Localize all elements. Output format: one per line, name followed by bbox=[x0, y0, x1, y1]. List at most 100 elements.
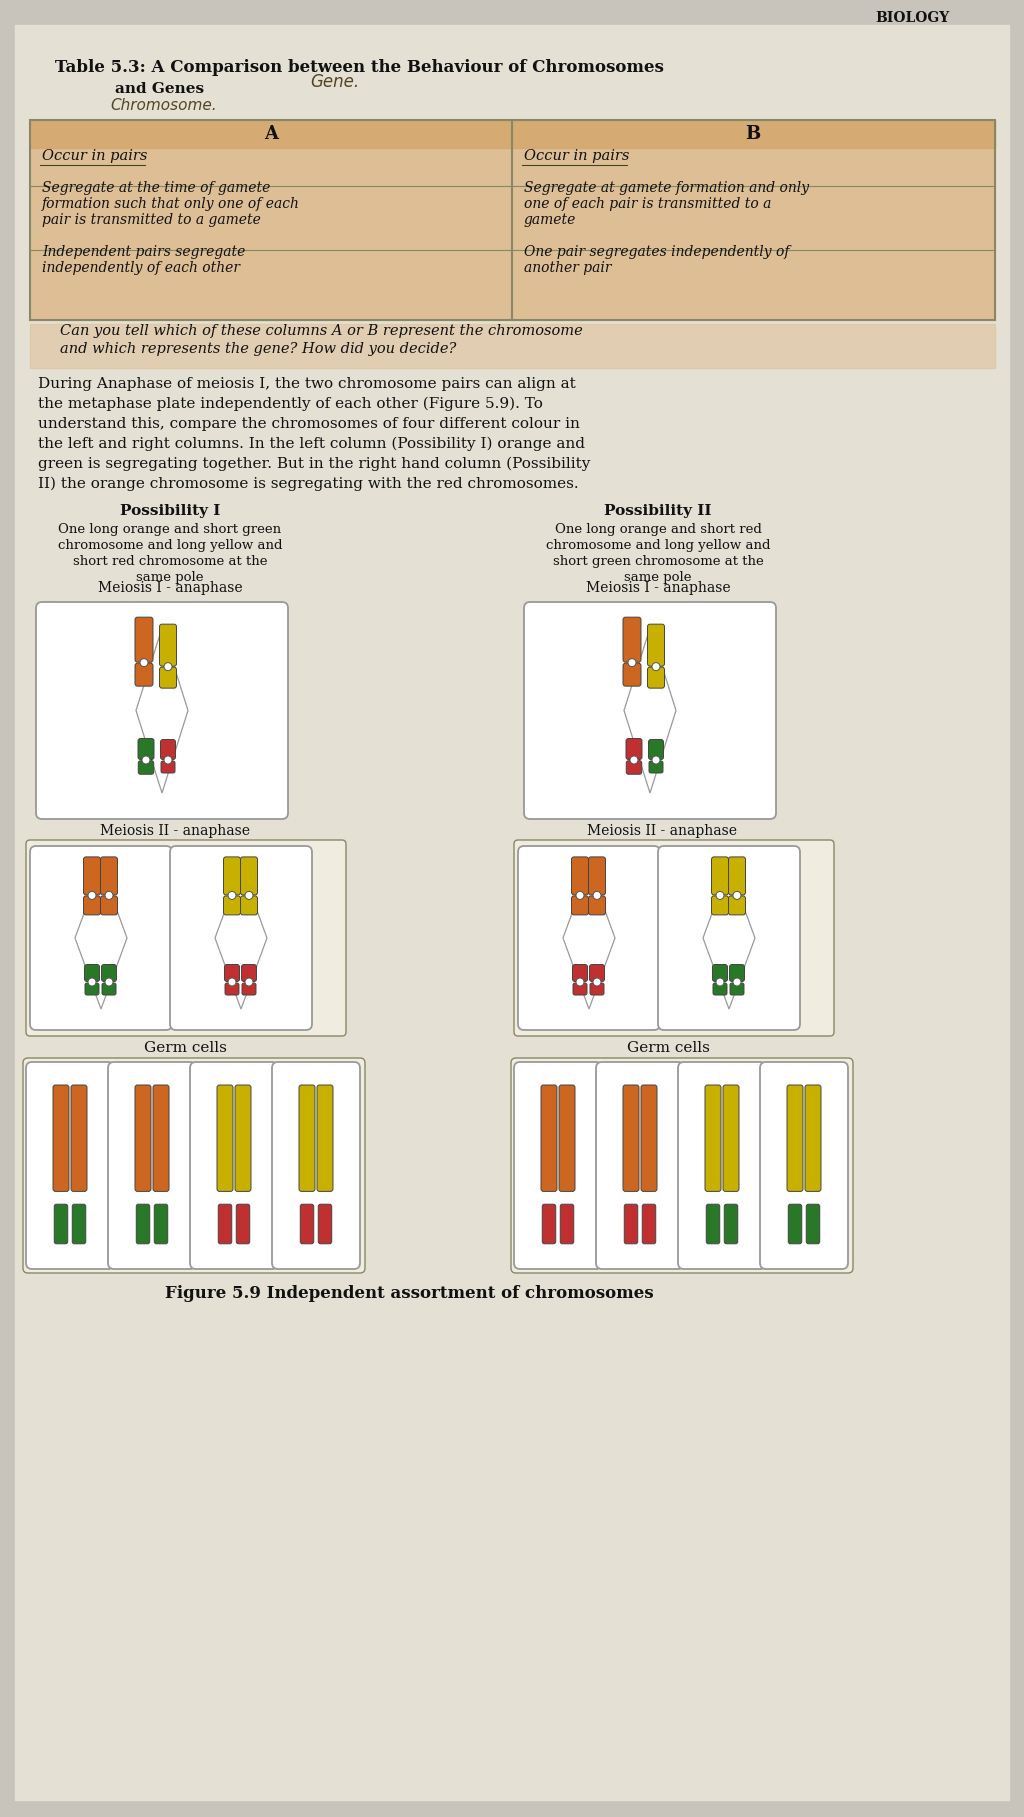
FancyBboxPatch shape bbox=[135, 618, 153, 661]
Circle shape bbox=[575, 978, 584, 987]
FancyBboxPatch shape bbox=[224, 965, 240, 981]
FancyBboxPatch shape bbox=[623, 1085, 639, 1192]
FancyBboxPatch shape bbox=[223, 858, 241, 896]
Circle shape bbox=[716, 892, 724, 899]
FancyBboxPatch shape bbox=[787, 1085, 803, 1192]
FancyBboxPatch shape bbox=[596, 1061, 684, 1268]
FancyBboxPatch shape bbox=[713, 965, 727, 981]
Bar bbox=[30, 323, 995, 369]
FancyBboxPatch shape bbox=[712, 896, 728, 916]
Text: another pair: another pair bbox=[524, 262, 611, 274]
Text: One pair segregates independently of: One pair segregates independently of bbox=[524, 245, 790, 260]
FancyBboxPatch shape bbox=[623, 663, 641, 687]
Circle shape bbox=[142, 756, 150, 763]
FancyBboxPatch shape bbox=[161, 740, 175, 760]
FancyBboxPatch shape bbox=[242, 983, 256, 996]
Text: chromosome and long yellow and: chromosome and long yellow and bbox=[57, 540, 283, 552]
Text: and Genes: and Genes bbox=[115, 82, 204, 96]
FancyBboxPatch shape bbox=[571, 896, 589, 916]
Text: During Anaphase of meiosis I, the two chromosome pairs can align at: During Anaphase of meiosis I, the two ch… bbox=[38, 376, 575, 391]
FancyBboxPatch shape bbox=[299, 1085, 315, 1192]
Circle shape bbox=[652, 663, 660, 670]
FancyBboxPatch shape bbox=[26, 839, 346, 1036]
Text: Meiosis I - anaphase: Meiosis I - anaphase bbox=[97, 581, 243, 594]
Text: Segregate at the time of gamete: Segregate at the time of gamete bbox=[42, 182, 270, 194]
FancyBboxPatch shape bbox=[318, 1205, 332, 1245]
FancyBboxPatch shape bbox=[73, 1205, 86, 1245]
Circle shape bbox=[716, 978, 724, 987]
FancyBboxPatch shape bbox=[23, 1057, 365, 1274]
Text: A: A bbox=[264, 125, 278, 144]
Text: independently of each other: independently of each other bbox=[42, 262, 240, 274]
Text: Occur in pairs: Occur in pairs bbox=[42, 149, 147, 164]
Text: the left and right columns. In the left column (Possibility I) orange and: the left and right columns. In the left … bbox=[38, 436, 585, 451]
Bar bbox=[30, 120, 995, 320]
FancyBboxPatch shape bbox=[136, 1205, 150, 1245]
FancyBboxPatch shape bbox=[627, 761, 642, 774]
Text: Can you tell which of these columns A or B represent the chromosome: Can you tell which of these columns A or… bbox=[60, 323, 583, 338]
FancyBboxPatch shape bbox=[84, 896, 100, 916]
Text: Possibility II: Possibility II bbox=[604, 503, 712, 518]
FancyBboxPatch shape bbox=[300, 1205, 313, 1245]
Circle shape bbox=[245, 978, 253, 987]
Text: Segregate at gamete formation and only: Segregate at gamete formation and only bbox=[524, 182, 809, 194]
FancyBboxPatch shape bbox=[705, 1085, 721, 1192]
FancyBboxPatch shape bbox=[647, 625, 665, 667]
Text: II) the orange chromosome is segregating with the red chromosomes.: II) the orange chromosome is segregating… bbox=[38, 476, 579, 491]
FancyBboxPatch shape bbox=[712, 858, 728, 896]
Text: Germ cells: Germ cells bbox=[143, 1041, 226, 1056]
Text: One long orange and short red: One long orange and short red bbox=[555, 523, 762, 536]
Circle shape bbox=[164, 663, 172, 670]
FancyBboxPatch shape bbox=[160, 625, 176, 667]
FancyBboxPatch shape bbox=[728, 858, 745, 896]
Text: gamete: gamete bbox=[524, 213, 577, 227]
FancyBboxPatch shape bbox=[514, 839, 834, 1036]
FancyBboxPatch shape bbox=[511, 1057, 853, 1274]
FancyBboxPatch shape bbox=[730, 983, 744, 996]
FancyBboxPatch shape bbox=[707, 1205, 720, 1245]
FancyBboxPatch shape bbox=[102, 983, 116, 996]
FancyBboxPatch shape bbox=[71, 1085, 87, 1192]
Text: understand this, compare the chromosomes of four different colour in: understand this, compare the chromosomes… bbox=[38, 416, 580, 431]
FancyBboxPatch shape bbox=[724, 1205, 737, 1245]
FancyBboxPatch shape bbox=[589, 858, 605, 896]
FancyBboxPatch shape bbox=[590, 965, 604, 981]
Text: Germ cells: Germ cells bbox=[627, 1041, 710, 1056]
FancyBboxPatch shape bbox=[729, 965, 744, 981]
Text: same pole: same pole bbox=[136, 571, 204, 583]
FancyBboxPatch shape bbox=[100, 858, 118, 896]
FancyBboxPatch shape bbox=[713, 983, 727, 996]
Text: the metaphase plate independently of each other (Figure 5.9). To: the metaphase plate independently of eac… bbox=[38, 396, 543, 411]
Text: and which represents the gene? How did you decide?: and which represents the gene? How did y… bbox=[60, 342, 457, 356]
Circle shape bbox=[228, 892, 236, 899]
FancyBboxPatch shape bbox=[138, 761, 154, 774]
Circle shape bbox=[628, 658, 636, 667]
Circle shape bbox=[630, 756, 638, 763]
Text: Meiosis I - anaphase: Meiosis I - anaphase bbox=[586, 581, 730, 594]
FancyBboxPatch shape bbox=[241, 896, 257, 916]
FancyBboxPatch shape bbox=[138, 738, 154, 760]
Circle shape bbox=[88, 978, 96, 987]
FancyBboxPatch shape bbox=[559, 1085, 575, 1192]
FancyBboxPatch shape bbox=[541, 1085, 557, 1192]
FancyBboxPatch shape bbox=[723, 1085, 739, 1192]
FancyBboxPatch shape bbox=[647, 667, 665, 689]
FancyBboxPatch shape bbox=[161, 761, 175, 772]
Circle shape bbox=[593, 978, 601, 987]
Bar bbox=[512, 120, 995, 147]
Bar bbox=[30, 120, 995, 320]
FancyBboxPatch shape bbox=[234, 1085, 251, 1192]
Circle shape bbox=[105, 892, 113, 899]
Text: short red chromosome at the: short red chromosome at the bbox=[73, 554, 267, 569]
FancyBboxPatch shape bbox=[806, 1205, 820, 1245]
FancyBboxPatch shape bbox=[678, 1061, 766, 1268]
FancyBboxPatch shape bbox=[54, 1205, 68, 1245]
FancyBboxPatch shape bbox=[155, 1205, 168, 1245]
Circle shape bbox=[228, 978, 236, 987]
Circle shape bbox=[733, 892, 741, 899]
Circle shape bbox=[593, 892, 601, 899]
FancyBboxPatch shape bbox=[84, 858, 100, 896]
FancyBboxPatch shape bbox=[36, 601, 288, 819]
Bar bbox=[30, 120, 512, 147]
Text: chromosome and long yellow and: chromosome and long yellow and bbox=[546, 540, 770, 552]
